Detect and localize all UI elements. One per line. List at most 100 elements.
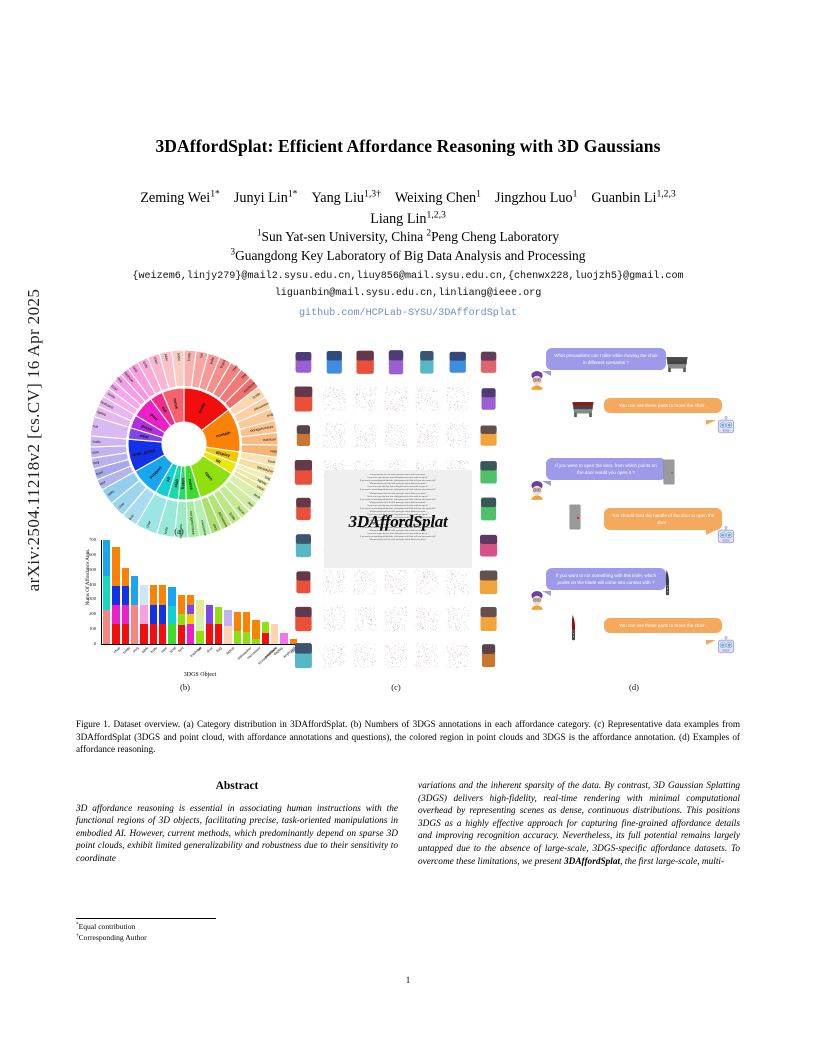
collage-pointcloud-object	[415, 570, 439, 595]
bar-segment	[112, 546, 120, 586]
bar-chart-ytick: 300	[89, 596, 96, 602]
answer-bubble-tail	[706, 420, 716, 430]
bar-column	[261, 622, 270, 644]
bar-segment	[186, 613, 195, 625]
affordance-reasoning-examples: What precautions can I take while moving…	[528, 344, 740, 674]
bar-chart-xtick: bed	[177, 646, 185, 653]
answer-post: to move the chair .	[669, 623, 708, 628]
collage-pointcloud-object	[384, 643, 408, 668]
bar-segment	[102, 540, 111, 577]
bar-segment	[242, 612, 251, 632]
bar-segment	[177, 594, 186, 614]
bar-segment	[280, 633, 288, 644]
object-annotated-chair	[568, 394, 598, 424]
robot-avatar-icon	[716, 525, 736, 546]
panel-label-d: (d)	[629, 682, 639, 692]
bar-segment	[252, 619, 260, 639]
bar-column	[289, 638, 298, 644]
collage-3dgs-object	[449, 351, 466, 373]
bar-segment	[205, 624, 214, 644]
bar-chart-xtick: hat	[196, 646, 203, 653]
arxiv-stamp: arXiv:2504.11218v2 [cs.CV] 16 Apr 2025	[24, 288, 43, 592]
collage-3dgs-object	[480, 425, 497, 446]
collage-pointcloud-object	[322, 643, 346, 668]
bar-chart-ylabel: Nums Of Affordance Anns.	[85, 548, 91, 606]
collage-3dgs-object	[295, 606, 312, 632]
author-list: Zeming Wei1* Junyi Lin1* Yang Liu1,3† Weixi…	[76, 188, 740, 230]
answer-bubble: You should hold the handle of the door t…	[604, 508, 722, 530]
collage-pointcloud-object	[354, 606, 377, 632]
dialogue-example: If you want to cut something with this k…	[528, 564, 740, 668]
bar-column	[168, 586, 176, 644]
author: Jingzhou Luo1	[494, 188, 578, 206]
bar-segment	[149, 624, 158, 644]
bar-segment	[158, 624, 167, 644]
bar-segment	[140, 585, 148, 605]
figure-1: grasp bottle hat knife board mug bag earphone co…	[76, 340, 740, 710]
collage-pointcloud-object	[353, 643, 377, 668]
affiliation: 1Sun Yat-sen University, China	[256, 227, 427, 244]
collage-pointcloud-object	[353, 570, 377, 595]
bar-chart-xlabel: 3DGS Object	[183, 672, 217, 678]
collage-pointcloud-object	[446, 643, 470, 668]
bar-segment	[233, 612, 242, 632]
bar-segment	[224, 626, 232, 644]
collage-pointcloud-object	[323, 423, 346, 448]
collage-pointcloud-object	[323, 606, 346, 632]
bar-segment	[186, 604, 195, 614]
object-annotated-door	[568, 504, 582, 535]
question-bubble: If you were to open the door, from which…	[546, 458, 666, 480]
bar-segment	[149, 604, 158, 625]
collage-3dgs-object	[295, 534, 311, 558]
collage-3dgs-object	[481, 497, 497, 521]
collage-pointcloud-object	[322, 569, 346, 595]
bar-segment	[224, 609, 232, 627]
bar-chart-ytick: 0	[93, 641, 96, 646]
bar-chart: Nums Of Affordance Anns. 0 100 200 300 400 50…	[76, 536, 307, 686]
collage-3dgs-object	[388, 350, 404, 375]
bar-segment	[112, 605, 120, 625]
collage-3dgs-object	[481, 388, 496, 410]
bar-chart-xtick: bag	[215, 646, 223, 653]
affiliation: 2Peng Cheng Laboratory	[426, 227, 560, 244]
question-bubble: What precautions can I take while moving…	[546, 348, 666, 370]
author: Liang Lin1,2,3	[370, 209, 446, 227]
collage-pointcloud-object	[384, 386, 408, 412]
collage-3dgs-object	[326, 350, 342, 374]
answer-post: to open the door .	[657, 513, 715, 525]
collage-3dgs-object	[296, 425, 311, 447]
collage-3dgs-object	[420, 351, 434, 374]
bar-segment	[102, 576, 111, 610]
bar-segment	[177, 614, 186, 625]
bar-chart-xtick: laptop	[225, 646, 236, 656]
bar-chart-ytick: 400	[89, 581, 96, 587]
bar-chart-ytick: 600	[89, 551, 96, 557]
collage-pointcloud-object	[446, 570, 469, 595]
answer-pre: You can use these parts	[618, 623, 670, 628]
question-bubble-tail	[542, 481, 551, 490]
bar-column	[205, 604, 214, 644]
bar-column	[196, 600, 204, 644]
bar-column	[112, 546, 120, 644]
bar-segment	[289, 638, 298, 644]
collage-pointcloud-object	[415, 423, 438, 449]
bar-segment	[186, 595, 195, 605]
bar-segment	[196, 600, 204, 616]
footnote-rule	[76, 918, 216, 919]
bar-segment	[270, 623, 279, 644]
bar-segment	[242, 631, 251, 644]
bar-chart-xtick: mug	[131, 646, 140, 654]
bar-segment	[140, 624, 148, 644]
bar-segment	[158, 585, 167, 605]
collage-3dgs-object	[296, 571, 311, 594]
project-url-link[interactable]: github.com/HCPLab-SYSU/3DAffordSplat	[298, 308, 518, 319]
author: Zeming Wei1*	[140, 188, 220, 206]
bar-chart-ytick: 100	[89, 626, 96, 632]
question-bubble-tail	[542, 591, 551, 600]
collage-pointcloud-object	[446, 386, 470, 411]
bar-segment	[168, 586, 176, 607]
bar-segment	[168, 606, 176, 625]
bar-segment	[130, 604, 139, 644]
bar-segment	[149, 585, 158, 605]
bar-column	[224, 609, 232, 644]
